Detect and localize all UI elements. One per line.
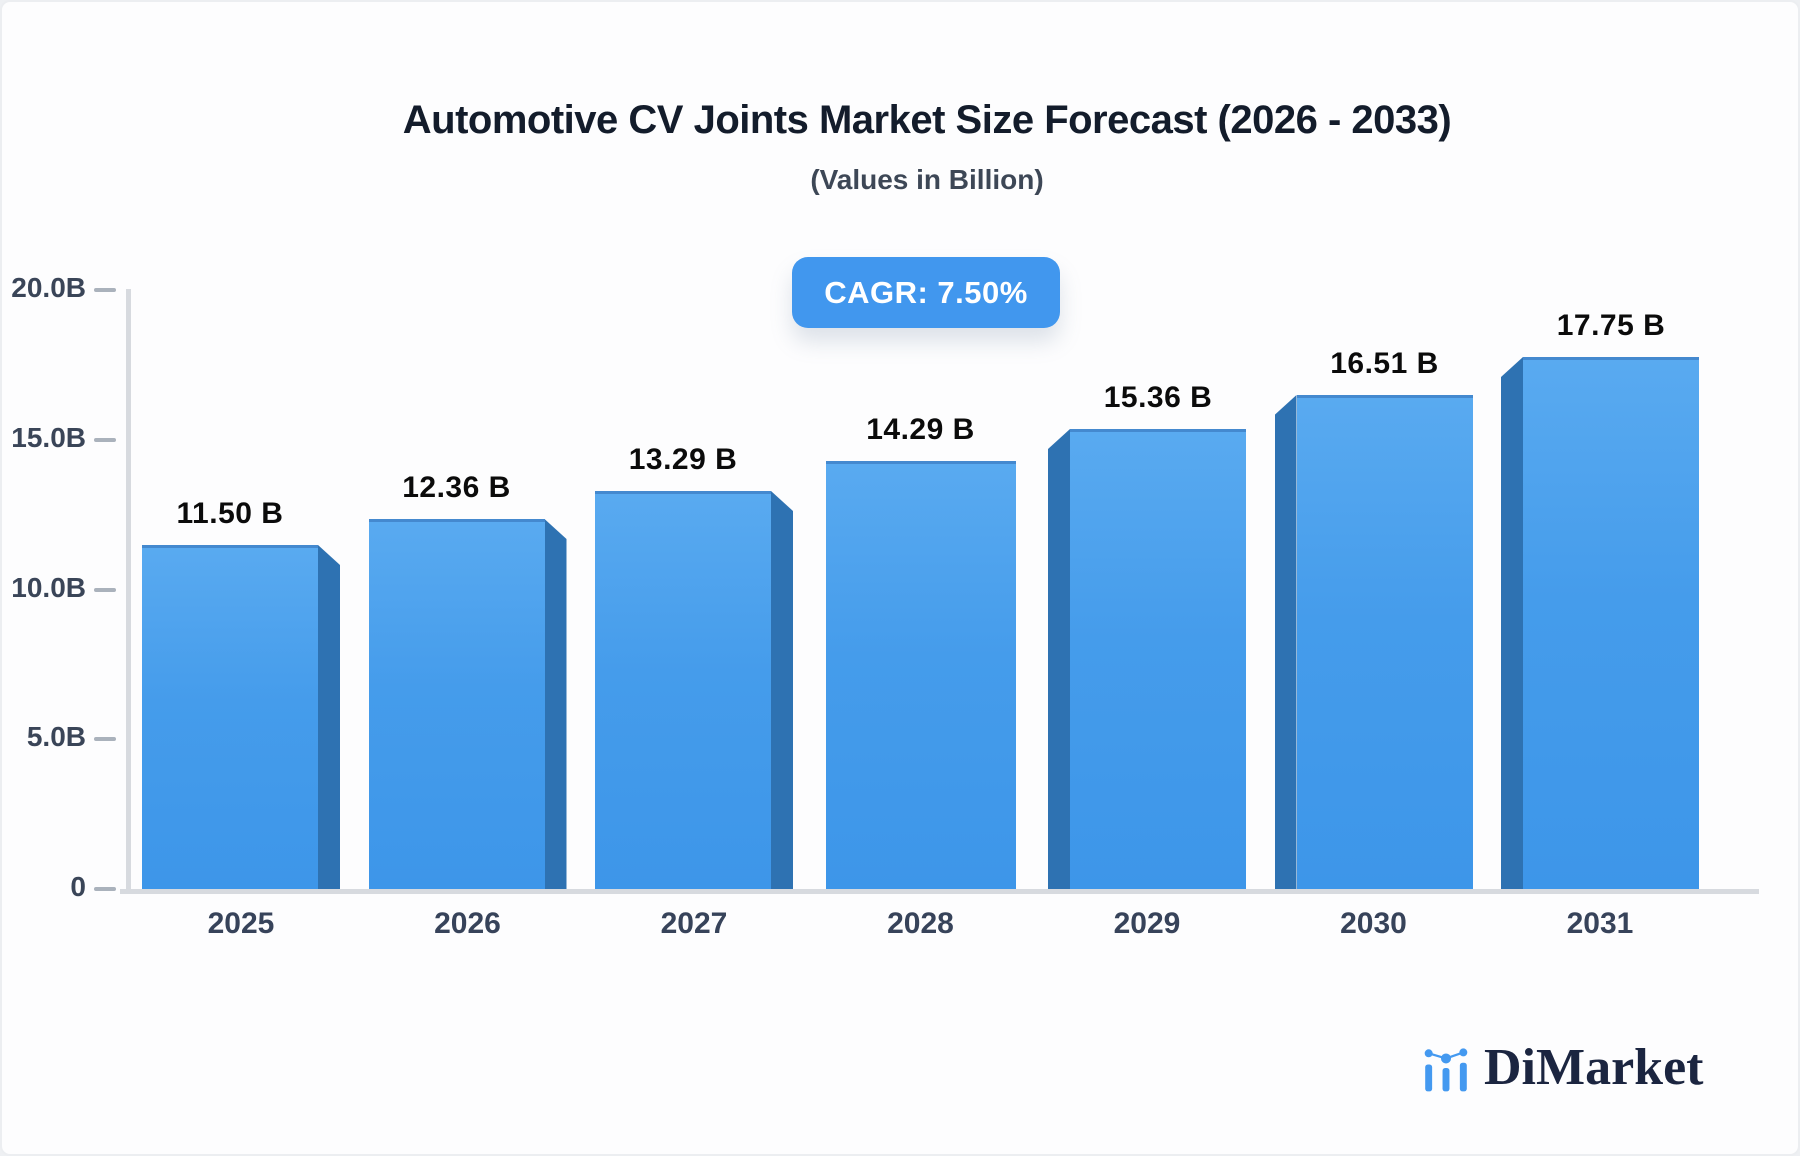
cagr-badge-label: CAGR: 7.50% [824, 274, 1028, 310]
bar-value-label: 17.75 B [1556, 309, 1666, 342]
y-axis-tick [94, 737, 116, 742]
y-axis-tick [94, 887, 116, 891]
y-axis-tick [94, 437, 116, 442]
bar-chart-logo-icon [1424, 1048, 1468, 1092]
brand-logo: DiMarket [1420, 1042, 1703, 1094]
brand-name: DiMarket [1484, 1039, 1704, 1096]
y-axis-tick-label: 20.0B [11, 272, 86, 303]
chart-title: Automotive CV Joints Market Size Forecas… [402, 98, 1452, 142]
y-axis-tick-label: 5.0B [26, 721, 86, 753]
bar-value-label: 16.51 B [1330, 347, 1439, 380]
bar-2028 [825, 461, 1016, 889]
bar-side-face [771, 491, 793, 889]
y-axis-tick [94, 288, 116, 292]
y-axis-tick-label: 15.0B [11, 421, 86, 453]
x-axis-label: 2025 [207, 907, 275, 940]
y-axis-tick [94, 587, 116, 592]
bar-side-face [318, 545, 340, 889]
bar-side-face [1501, 357, 1523, 889]
bar-2025 [142, 545, 318, 889]
bar-value-label: 15.36 B [1103, 381, 1213, 414]
bar-value-label: 14.29 B [866, 413, 975, 446]
chart-subtitle: (Values in Billion) [810, 164, 1044, 195]
bar-2027 [595, 491, 771, 889]
bar-side-face [1048, 429, 1070, 889]
bar-2026 [368, 519, 545, 889]
bar-2031 [1523, 357, 1699, 889]
x-axis-label: 2027 [660, 907, 728, 940]
x-axis-label: 2031 [1566, 907, 1634, 940]
y-axis-tick-label: 0 [70, 871, 86, 902]
y-axis-tick-label: 10.0B [11, 571, 86, 603]
x-axis-line [120, 889, 1759, 894]
bar-2030 [1296, 395, 1473, 889]
bar-value-label: 13.29 B [628, 443, 738, 476]
bar-value-label: 11.50 B [176, 497, 284, 530]
bar-side-face [544, 519, 567, 889]
x-axis-label: 2030 [1340, 907, 1407, 940]
x-axis-label: 2026 [434, 907, 501, 940]
x-axis-label: 2028 [887, 907, 954, 940]
bar-side-face [1274, 395, 1297, 889]
y-axis-line [126, 289, 131, 894]
bar-2029 [1070, 429, 1246, 889]
cagr-badge: CAGR: 7.50% [792, 257, 1060, 328]
bar-value-label: 12.36 B [402, 471, 511, 504]
x-axis-label: 2029 [1113, 907, 1181, 940]
